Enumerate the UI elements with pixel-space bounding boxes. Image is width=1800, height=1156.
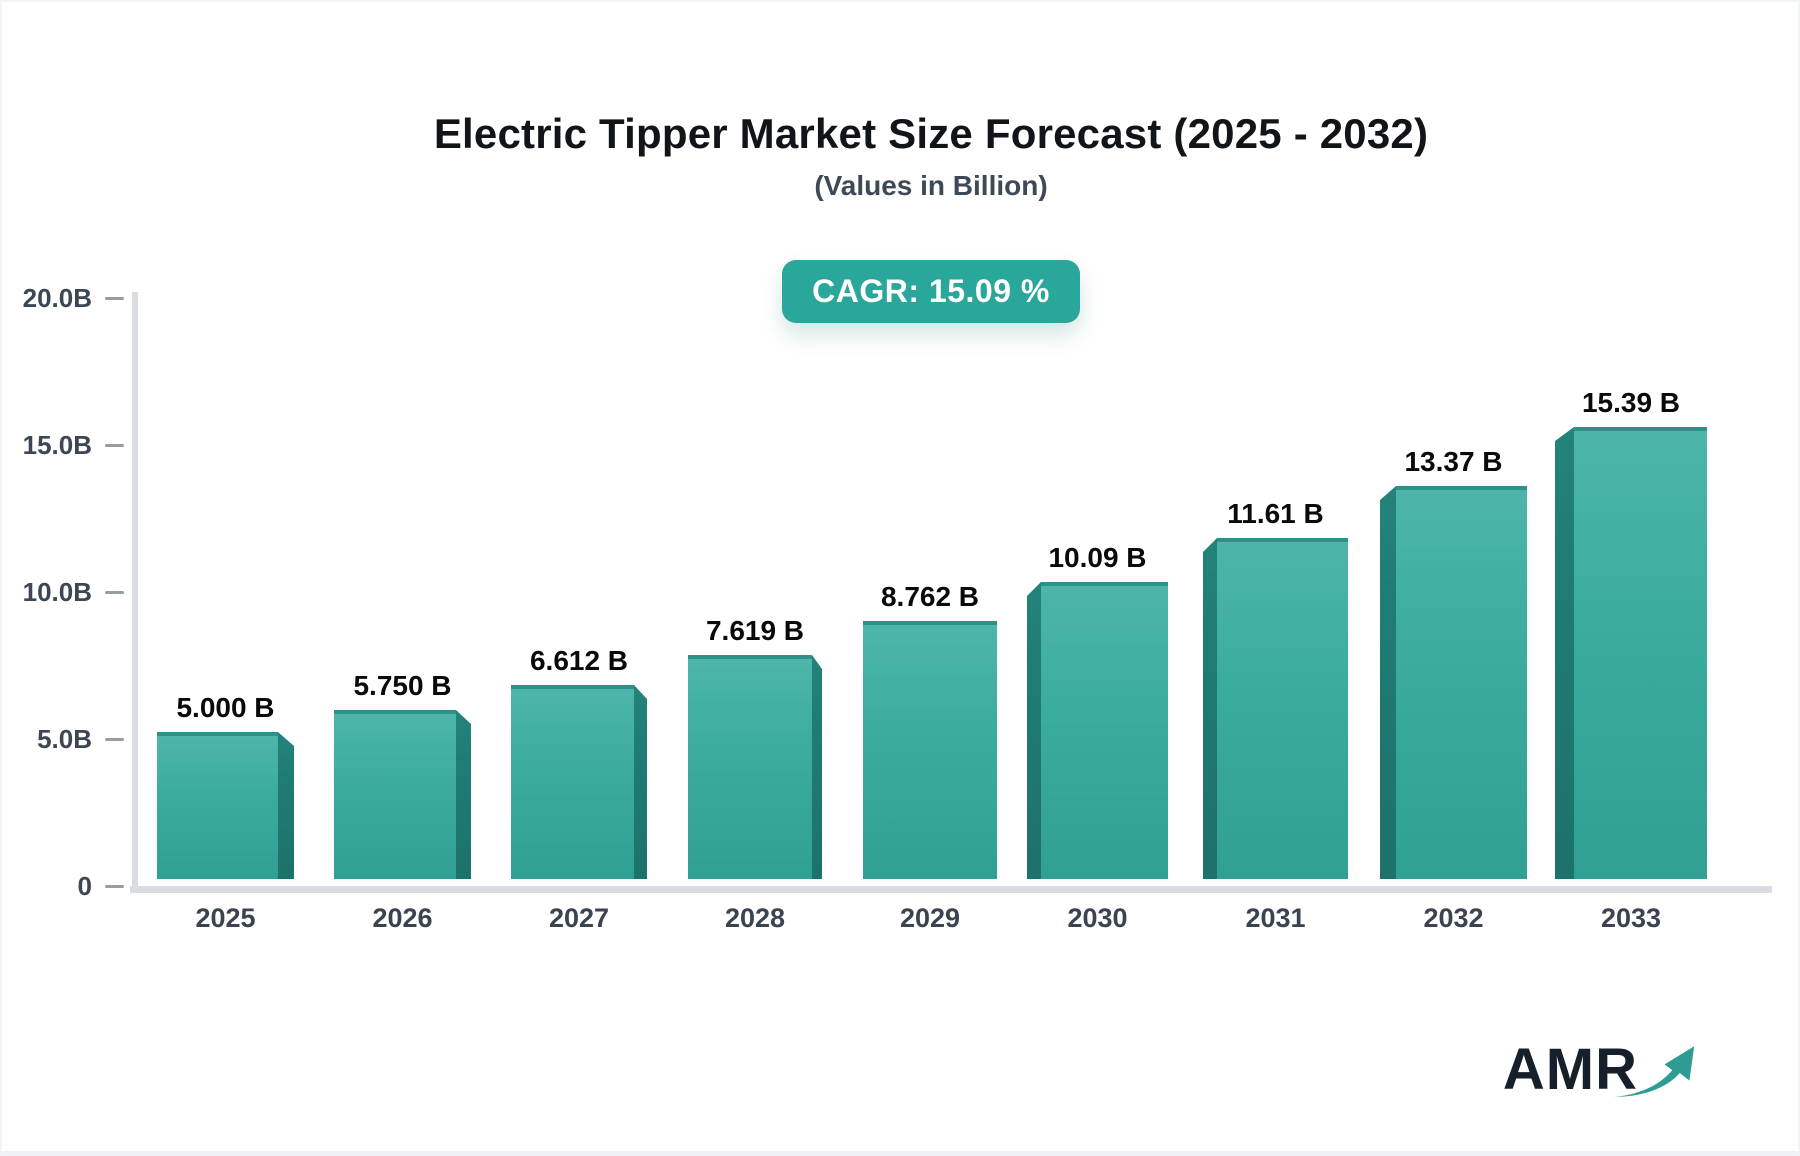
bar-box (1027, 582, 1168, 879)
bar-value-label: 5.000 B (176, 692, 275, 723)
y-tick-label: 15.0B (22, 430, 92, 460)
bar-face (1574, 427, 1707, 879)
bar-value-label: 7.619 B (705, 615, 805, 646)
bar-side-3d (1555, 427, 1574, 879)
bar-face (157, 732, 278, 879)
bar: 15.39 B (1555, 387, 1707, 879)
x-tick-label: 2027 (548, 903, 610, 933)
bar-box (688, 655, 822, 879)
bar-face (863, 621, 997, 879)
x-axis-line (130, 886, 1772, 893)
bar-side-3d (278, 732, 294, 879)
x-tick-label: 2029 (899, 903, 961, 933)
bar-side-3d (1203, 538, 1217, 879)
bar-box (157, 732, 294, 879)
x-tick-label: 2028 (724, 903, 786, 933)
bar-side-3d (634, 685, 647, 879)
bar-box (863, 621, 997, 879)
bar-face (334, 710, 456, 879)
bar: 5.750 B (334, 670, 471, 879)
bar: 10.09 B (1027, 542, 1168, 879)
bar: 11.61 B (1203, 498, 1348, 879)
y-tick-label: 0 (77, 871, 92, 901)
bar-side-3d (1380, 486, 1396, 879)
bar-box (334, 710, 471, 879)
amr-logo-text: AMR (1502, 1037, 1638, 1102)
bar-side-3d (456, 710, 471, 879)
amr-logo: AMR (1503, 1041, 1698, 1099)
bar-value-label: 10.09 B (1048, 542, 1147, 573)
bar-face (511, 685, 634, 879)
bar-face (1396, 486, 1527, 879)
y-axis-line (132, 292, 138, 893)
bar-value-label: 11.61 B (1227, 498, 1324, 529)
bar-box (1380, 486, 1527, 879)
y-tick-dash (105, 738, 124, 741)
x-tick-label: 2025 (195, 903, 256, 933)
x-tick-label: 2031 (1245, 903, 1306, 933)
bar-value-label: 13.37 B (1404, 446, 1503, 477)
chart-title: Electric Tipper Market Size Forecast (20… (433, 110, 1429, 157)
x-tick-label: 2026 (372, 903, 433, 933)
bar: 6.612 B (511, 645, 647, 879)
bar-value-label: 6.612 B (529, 645, 629, 676)
x-tick-label: 2033 (1600, 903, 1662, 933)
bar: 8.762 B (863, 581, 997, 879)
y-tick-label: 20.0B (22, 283, 92, 313)
y-tick-dash (105, 885, 124, 888)
bar-value-label: 15.39 B (1581, 387, 1681, 418)
bar-box (1555, 427, 1707, 879)
bar: 7.619 B (688, 615, 822, 879)
cagr-badge-row: CAGR: 15.09 % (64, 260, 1798, 323)
y-tick-label: 10.0B (22, 577, 92, 607)
bar-value-label: 8.762 B (880, 581, 980, 612)
cagr-badge: CAGR: 15.09 % (782, 260, 1080, 323)
bar: 5.000 B (157, 692, 294, 879)
chart-subtitle: (Values in Billion) (814, 170, 1048, 201)
x-tick-label: 2032 (1423, 903, 1484, 933)
bar: 13.37 B (1380, 446, 1527, 879)
bar-face (688, 655, 812, 879)
bar-value-label: 5.750 B (353, 670, 452, 701)
y-tick-dash (105, 297, 124, 300)
bar-side-3d (1027, 582, 1041, 879)
y-tick-dash (105, 444, 124, 447)
trend-arrow-icon (1613, 1046, 1695, 1097)
bar-box (1203, 538, 1348, 879)
bar-face (1217, 538, 1348, 879)
bar-face (1041, 582, 1168, 879)
bar-box (511, 685, 647, 879)
x-tick-label: 2030 (1067, 903, 1128, 933)
y-tick-dash (105, 591, 124, 594)
y-tick-label: 5.0B (37, 724, 92, 754)
bar-side-3d (812, 655, 822, 879)
